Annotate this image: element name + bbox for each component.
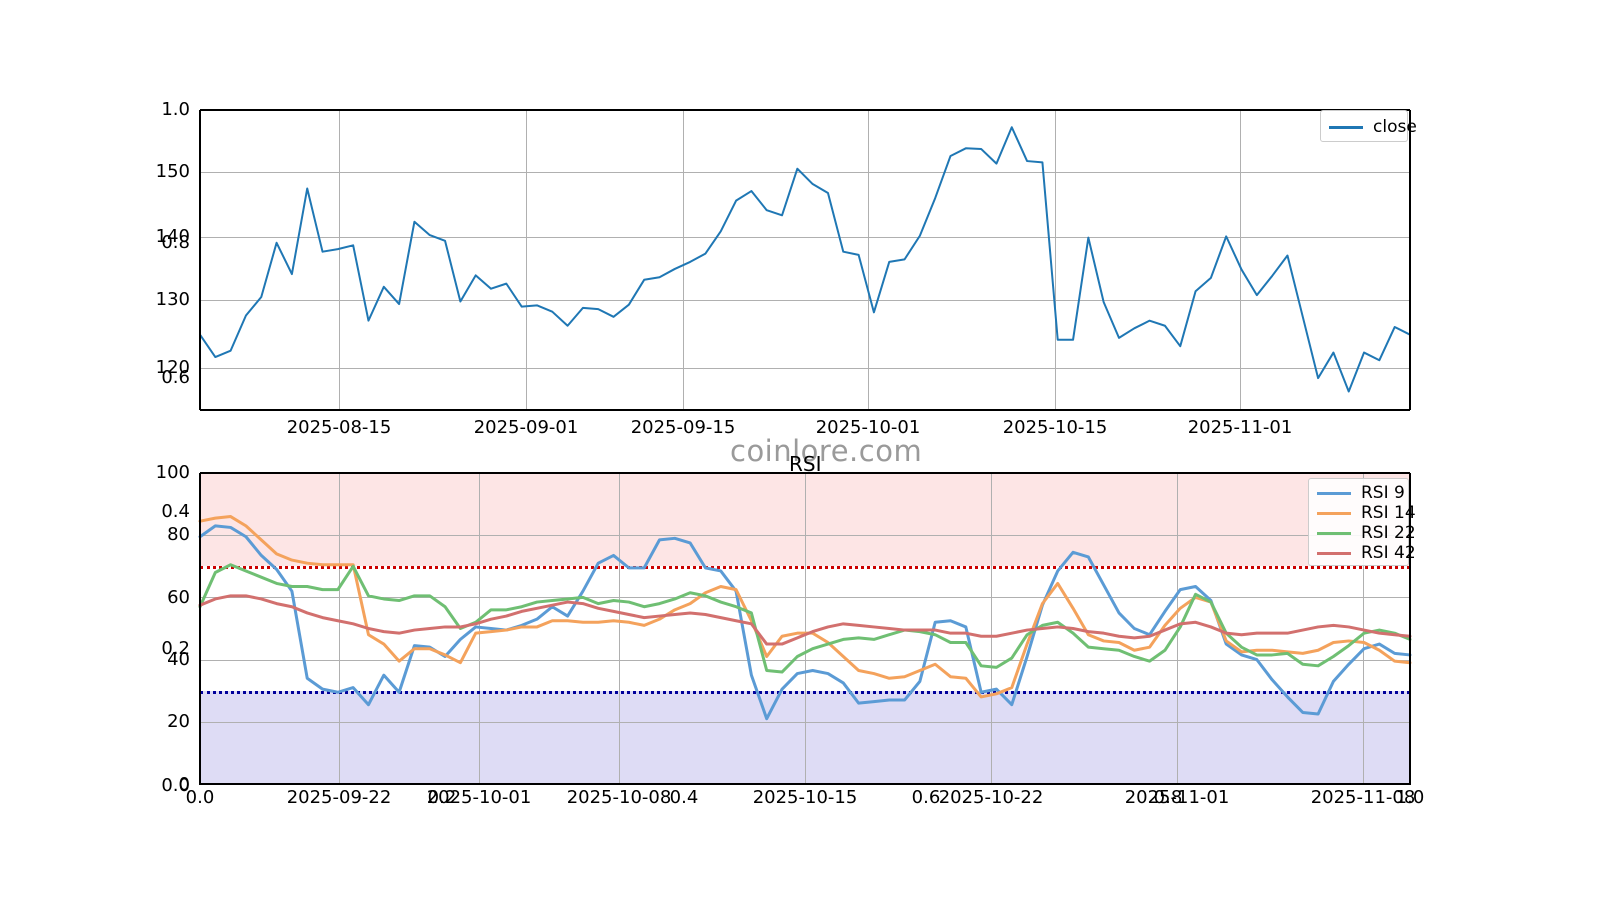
price-xtick-5: 2025-11-01 [1187,417,1293,438]
price-vgridline [526,110,527,410]
rsi-line-series [198,515,1412,721]
legend-label-rsi-14: RSI 14 [1361,503,1416,523]
rsi-xtick-date-5: 2025-11-01 [1124,787,1230,808]
rsi-9-color-swatch [1317,491,1351,495]
series-rsi-9 [198,524,1412,721]
series-rsi-22 [198,563,1412,674]
rsi-ytick-0: 0 [178,774,190,795]
series-rsi-42 [198,594,1412,646]
rsi-xtick-norm-0-0: 0.0 [185,787,215,808]
rsi-vgridline [619,473,620,784]
rsi-chart-legend: RSI 9 RSI 14 RSI 22 RSI 42 [1308,478,1416,566]
price-ytick-150: 150 [155,161,190,182]
price-vgridline [339,110,340,410]
price-axis-top-spine [200,109,1410,111]
price-ytick-norm-0-8: 0.8 [161,232,190,253]
price-vgridline [683,110,684,410]
legend-label-rsi-42: RSI 42 [1361,543,1416,563]
coinlore-watermark: coinlore.com [730,434,923,468]
rsi-axis-bottom-spine [200,783,1410,785]
legend-item-rsi-9[interactable]: RSI 9 [1317,483,1405,503]
price-gridline [200,368,1410,369]
price-vgridline [1240,110,1241,410]
price-ytick-norm-0-6: 0.6 [161,367,190,388]
price-axis-bottom-spine [200,409,1410,411]
legend-item-rsi-42[interactable]: RSI 42 [1317,543,1416,563]
price-xtick-2: 2025-09-15 [630,417,736,438]
rsi-xtick-norm-0-8: 0.8 [1153,787,1183,808]
legend-item-rsi-22[interactable]: RSI 22 [1317,523,1416,543]
price-line-series [199,126,1411,393]
rsi-xtick-date-1: 2025-10-01 [426,787,532,808]
rsi-xtick-date-2: 2025-10-08 [566,787,672,808]
price-chart-axes [199,109,1411,411]
price-xtick-4: 2025-10-15 [1002,417,1108,438]
rsi-xtick-date-4: 2025-10-22 [938,787,1044,808]
rsi-14-color-swatch [1317,511,1351,515]
rsi-xtick-norm-0-6: 0.6 [911,787,941,808]
rsi-22-color-swatch [1317,531,1351,535]
rsi-vgridline [339,473,340,784]
price-axis-left-spine [199,110,201,410]
legend-item-rsi-14[interactable]: RSI 14 [1317,503,1416,523]
rsi-ytick-40: 40 [167,649,190,670]
close-color-swatch [1329,125,1363,129]
series-close [199,126,1411,393]
price-xtick-1: 2025-09-01 [473,417,579,438]
rsi-ytick-norm-0-0: 0.0 [161,775,190,796]
rsi-vgridline [805,473,806,784]
price-xtick-0: 2025-08-15 [286,417,392,438]
rsi-axis-right-spine [1409,473,1411,785]
series-rsi-14 [198,515,1412,699]
rsi-axis-left-spine [199,473,201,785]
rsi-xtick-date-3: 2025-10-15 [752,787,858,808]
price-ytick-130: 130 [155,289,190,310]
price-xtick-3: 2025-10-01 [815,417,921,438]
rsi-xtick-norm-1-0: 1.0 [1395,787,1425,808]
rsi-ytick-100: 100 [155,462,190,483]
rsi-chart-axes [198,472,1412,785]
rsi-axis-top-spine [200,472,1410,474]
price-gridline [200,172,1410,173]
legend-item-close[interactable]: close [1329,114,1417,140]
price-ytick-norm-1-0: 1.0 [161,99,190,120]
rsi-ytick-60: 60 [167,587,190,608]
rsi-ytick-norm-0-2: 0.2 [161,638,190,659]
price-vgridline [868,110,869,410]
rsi-ytick-norm-0-4: 0.4 [161,501,190,522]
price-gridline [200,237,1410,238]
rsi-xtick-norm-0-2: 0.2 [427,787,457,808]
legend-label-rsi-22: RSI 22 [1361,523,1416,543]
legend-label-close: close [1373,117,1417,137]
price-axis-right-spine [1409,110,1411,410]
rsi-ytick-20: 20 [167,711,190,732]
rsi-xtick-date-0: 2025-09-22 [286,787,392,808]
rsi-ytick-80: 80 [167,524,190,545]
overbought-threshold-line [200,566,1410,570]
rsi-xtick-date-6: 2025-11-08 [1310,787,1416,808]
rsi-xtick-norm-0-4: 0.4 [669,787,699,808]
price-vgridline [1055,110,1056,410]
legend-label-rsi-9: RSI 9 [1361,483,1405,503]
price-chart-legend: close [1320,110,1417,142]
rsi-42-color-swatch [1317,551,1351,555]
price-gridline [200,300,1410,301]
price-ytick-120: 120 [155,357,190,378]
oversold-threshold-line [200,690,1410,694]
price-ytick-140: 140 [155,226,190,247]
rsi-vgridline [991,473,992,784]
